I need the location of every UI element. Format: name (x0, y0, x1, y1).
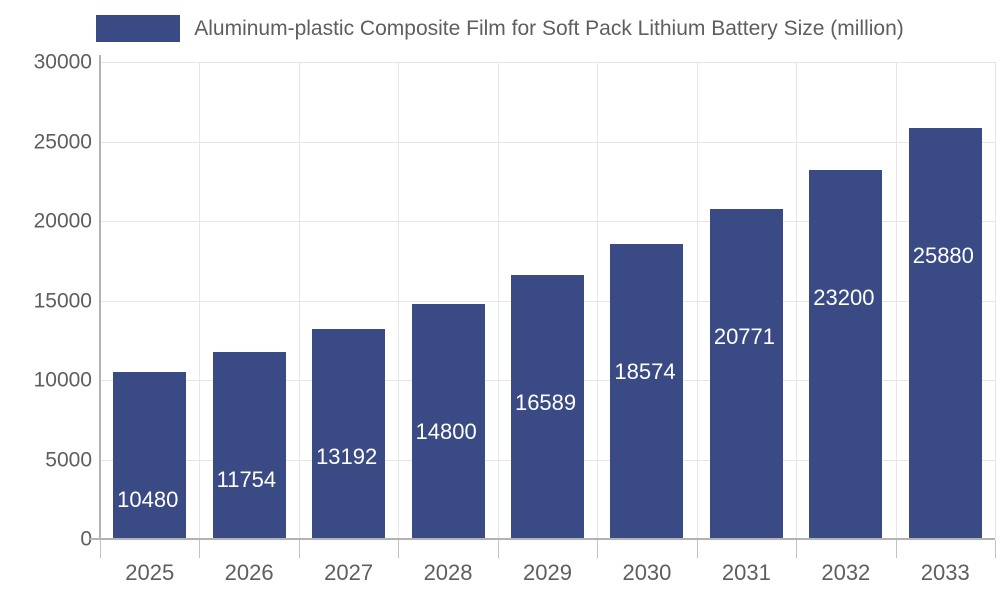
x-axis-tick-mark (896, 540, 897, 558)
gridline-horizontal (100, 141, 995, 143)
x-axis-tick-mark (398, 540, 399, 558)
bar[interactable] (709, 208, 783, 539)
x-axis-tick-mark (597, 540, 598, 558)
y-axis-tick-label: 5000 (45, 448, 92, 471)
x-axis-tick-label: 2032 (821, 560, 871, 585)
bar-value-label: 14800 (415, 418, 477, 444)
y-axis-line (99, 55, 101, 540)
x-axis-tick-mark (498, 540, 499, 558)
gridline-horizontal (100, 221, 995, 222)
x-axis-tick-label: 2030 (622, 560, 672, 585)
bar-value-label: 20771 (713, 323, 776, 349)
x-axis-tick-label: 2031 (721, 560, 771, 585)
gridline-vertical (398, 62, 399, 539)
y-axis-tick-label: 20000 (33, 209, 92, 233)
x-axis-line (90, 538, 995, 540)
gridline-vertical (597, 62, 598, 539)
bar-value-label: 13192 (316, 444, 378, 470)
gridline-vertical (498, 62, 499, 539)
gridline-vertical (299, 62, 300, 539)
y-axis-tick-label: 15000 (33, 289, 92, 312)
bar[interactable] (212, 352, 286, 539)
bar[interactable] (809, 170, 883, 539)
bar[interactable] (312, 329, 386, 539)
y-axis-tick-labels: 0 5000 10000 15000 20000 25000 30000 (0, 0, 92, 600)
gridline-vertical (199, 62, 200, 539)
x-axis-tick-label: 2033 (920, 560, 970, 585)
bar[interactable] (113, 372, 187, 539)
bar-value-label: 18574 (614, 358, 676, 384)
x-axis-tick-label: 2026 (224, 560, 274, 585)
bar[interactable] (510, 275, 585, 539)
bar[interactable] (908, 127, 982, 539)
bar-value-label: 16589 (514, 390, 577, 416)
bar[interactable] (411, 303, 485, 539)
legend-item-label: Aluminum-plastic Composite Film for Soft… (194, 16, 904, 40)
x-axis-tick-mark (995, 540, 996, 558)
legend-item-series-0[interactable]: Aluminum-plastic Composite Film for Soft… (96, 14, 904, 42)
bar-value-label: 11754 (216, 467, 277, 493)
x-axis-tick-mark (199, 540, 200, 558)
y-axis-tick-label: 0 (80, 527, 92, 551)
x-axis-tick-label: 2028 (423, 560, 473, 585)
plot-area: 10480 11754 13192 14800 16589 18574 20771 23200… (100, 62, 996, 540)
x-axis-tick-label: 2027 (324, 560, 374, 585)
y-axis-tick-label: 30000 (33, 50, 92, 74)
chart-legend: Aluminum-plastic Composite Film for Soft… (0, 0, 1000, 56)
gridline-vertical (896, 62, 897, 539)
bar[interactable] (610, 243, 684, 539)
x-axis-tick-mark (299, 540, 300, 558)
gridline-vertical (697, 62, 698, 539)
x-axis-tick-label: 2025 (125, 560, 175, 585)
y-axis-tick-label: 25000 (33, 130, 92, 153)
x-axis-tick-mark (697, 540, 698, 558)
y-axis-tick-label: 10000 (33, 368, 92, 392)
bar-value-label: 10480 (117, 487, 179, 513)
bar-value-label: 25880 (912, 242, 974, 268)
gridline-vertical (796, 62, 797, 539)
gridline-horizontal (100, 62, 995, 63)
x-axis-tick-mark (796, 540, 797, 558)
bar-value-label: 23200 (813, 285, 875, 311)
gridline-vertical (995, 62, 996, 539)
x-axis-tick-label: 2029 (523, 560, 572, 585)
x-axis-tick-mark (100, 540, 101, 558)
legend-color-swatch (96, 14, 181, 42)
